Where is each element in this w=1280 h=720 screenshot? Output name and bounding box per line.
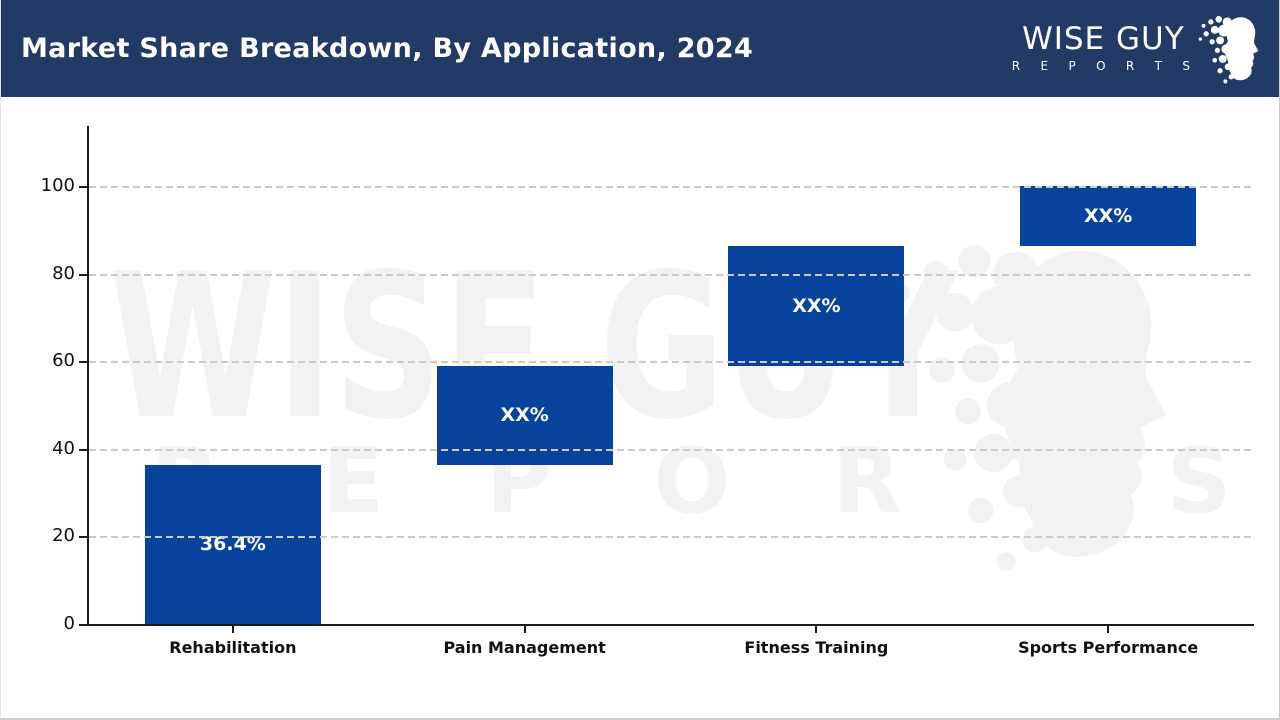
chart-title: Market Share Breakdown, By Application, … [21,33,754,64]
category-label-pain-management: Pain Management [443,638,606,657]
bar-fitness-training: XX% [728,245,905,366]
y-tick-label: 40 [52,437,75,459]
y-axis [87,126,89,626]
bar-value-label: XX% [500,404,549,427]
y-tick-label: 20 [52,525,75,547]
bar-value-label: 36.4% [199,533,266,556]
y-tick [79,273,87,276]
logo-text: WISE GUY R E P O R T S [1008,21,1199,74]
gridline-60 [89,361,1254,364]
y-tick [79,186,87,188]
header-bar: Market Share Breakdown, By Application, … [1,0,1279,97]
y-tick-label: 80 [52,262,75,284]
category-label-fitness-training: Fitness Training [744,638,889,657]
y-tick [79,536,87,539]
x-tick [1107,626,1110,633]
dotted-head-icon [1198,15,1259,83]
bar-pain-management: XX% [436,365,613,465]
x-tick [815,626,818,633]
gridline-20 [89,536,1254,539]
wise-guy-logo: WISE GUY R E P O R T S [1008,9,1261,89]
y-tick-label: 0 [63,613,75,634]
bar-sports-performance: XX% [1020,186,1197,246]
logo-subtitle: R E P O R T S [1011,59,1199,73]
y-tick [79,361,87,364]
gridline-80 [89,273,1254,276]
category-label-rehabilitation: Rehabilitation [169,638,297,657]
logo-wordmark: WISE GUY [1022,21,1185,57]
y-tick [79,448,87,451]
gridline-40 [89,448,1254,451]
watermark-dotted-head [876,245,1167,572]
y-tick-label: 60 [52,350,75,372]
bar-value-label: XX% [792,294,841,317]
chart-area: WISE GUY R E P O R T S 0 20 40 60 80 100 36.4%… [1,97,1279,718]
y-tick [79,624,87,626]
x-tick [523,626,526,633]
category-label-sports-performance: Sports Performance [1018,638,1199,657]
y-tick-label: 100 [40,175,75,196]
bar-value-label: XX% [1083,204,1133,227]
bar-rehabilitation: 36.4% [144,464,321,624]
x-tick [231,626,234,633]
gridline-100 [89,186,1254,188]
x-axis [87,624,1254,626]
